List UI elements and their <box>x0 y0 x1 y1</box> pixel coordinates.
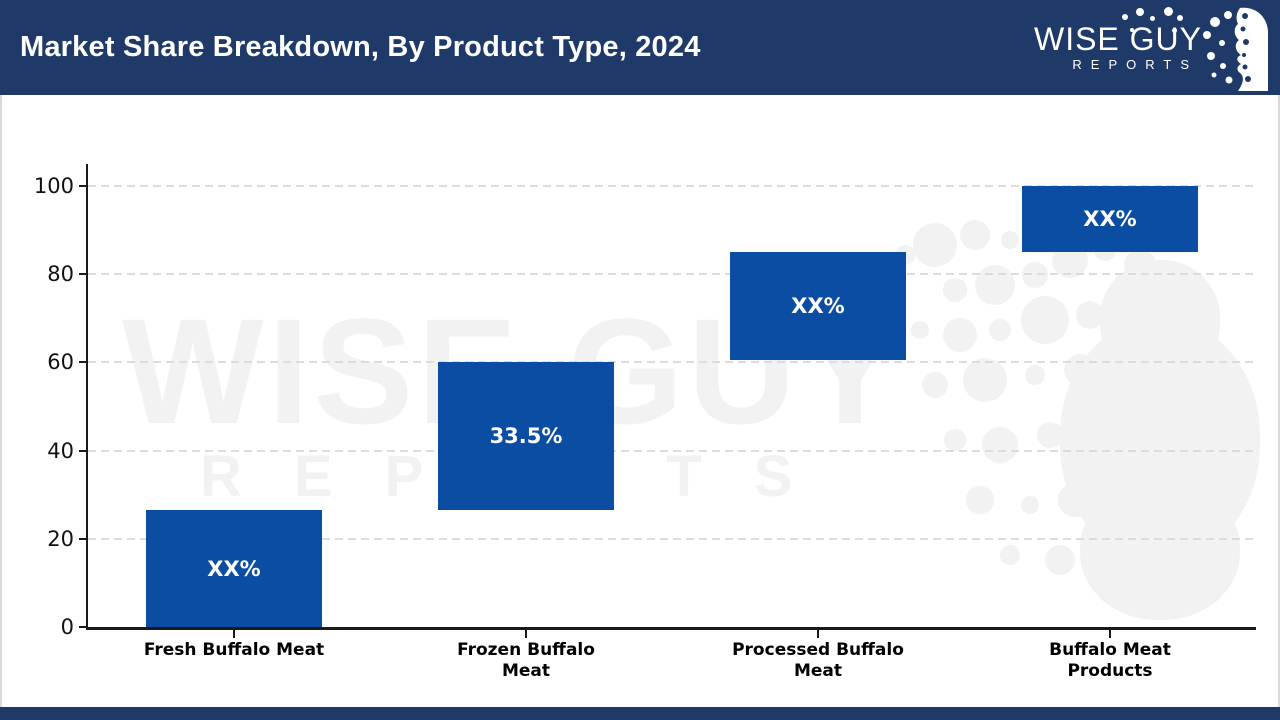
y-tick-label: 60 <box>47 350 74 375</box>
x-tick-mark <box>817 630 819 638</box>
x-tick-mark <box>233 630 235 638</box>
y-tick-label: 100 <box>33 174 74 199</box>
logo-face-icon <box>1203 7 1268 91</box>
y-tick-mark <box>79 273 88 276</box>
y-tick-label: 80 <box>47 262 74 287</box>
bar-label: XX% <box>1083 207 1137 232</box>
y-tick-label: 20 <box>47 526 74 551</box>
y-tick-mark <box>79 537 88 540</box>
x-tick-label: Frozen Buffalo Meat <box>457 640 595 681</box>
gridline-40 <box>88 449 1256 452</box>
card-border-right <box>1278 95 1280 707</box>
card-border-left <box>0 95 2 707</box>
gridline-80 <box>88 273 1256 276</box>
footer-bar <box>0 707 1280 720</box>
y-tick-label: 40 <box>47 438 74 463</box>
gridline-20 <box>88 537 1256 540</box>
x-axis-spine <box>86 627 1256 630</box>
logo-dot <box>1164 7 1173 16</box>
bar-label: XX% <box>207 556 261 581</box>
logo-dot <box>1177 15 1183 21</box>
x-tick-label: Fresh Buffalo Meat <box>143 640 325 660</box>
bar-0: XX% <box>146 510 322 627</box>
logo-dot <box>1122 14 1128 20</box>
x-tick-mark <box>525 630 527 638</box>
y-tick-mark <box>79 185 88 188</box>
bar-label: XX% <box>791 294 845 319</box>
header: Market Share Breakdown, By Product Type,… <box>0 0 1280 95</box>
logo-reports-text: REPORTS <box>1072 57 1198 72</box>
bar-label: 33.5% <box>489 424 563 449</box>
gridline-60 <box>88 361 1256 364</box>
x-tick-label: Processed Buffalo Meat <box>732 640 904 681</box>
logo-dot <box>1136 8 1144 16</box>
chart-title: Market Share Breakdown, By Product Type,… <box>20 31 701 63</box>
logo-wordmark: WISE GUY <box>1033 21 1202 57</box>
y-axis-spine <box>86 164 88 630</box>
bar-1: 33.5% <box>438 362 614 511</box>
logo-dot <box>1150 16 1155 21</box>
y-tick-mark <box>79 361 88 364</box>
y-tick-label: 0 <box>60 615 74 639</box>
bar-3: XX% <box>1022 186 1198 253</box>
y-tick-mark <box>79 626 88 628</box>
logo-dot <box>1130 28 1134 32</box>
y-tick-mark <box>79 449 88 452</box>
logo-dot <box>1172 28 1177 33</box>
brand-logo: WISE GUY REPORTS <box>1014 0 1274 95</box>
x-tick-label: Buffalo Meat Products <box>1049 640 1171 681</box>
x-tick-mark <box>1109 630 1111 638</box>
gridline-100 <box>88 185 1256 188</box>
bar-2: XX% <box>730 252 906 361</box>
